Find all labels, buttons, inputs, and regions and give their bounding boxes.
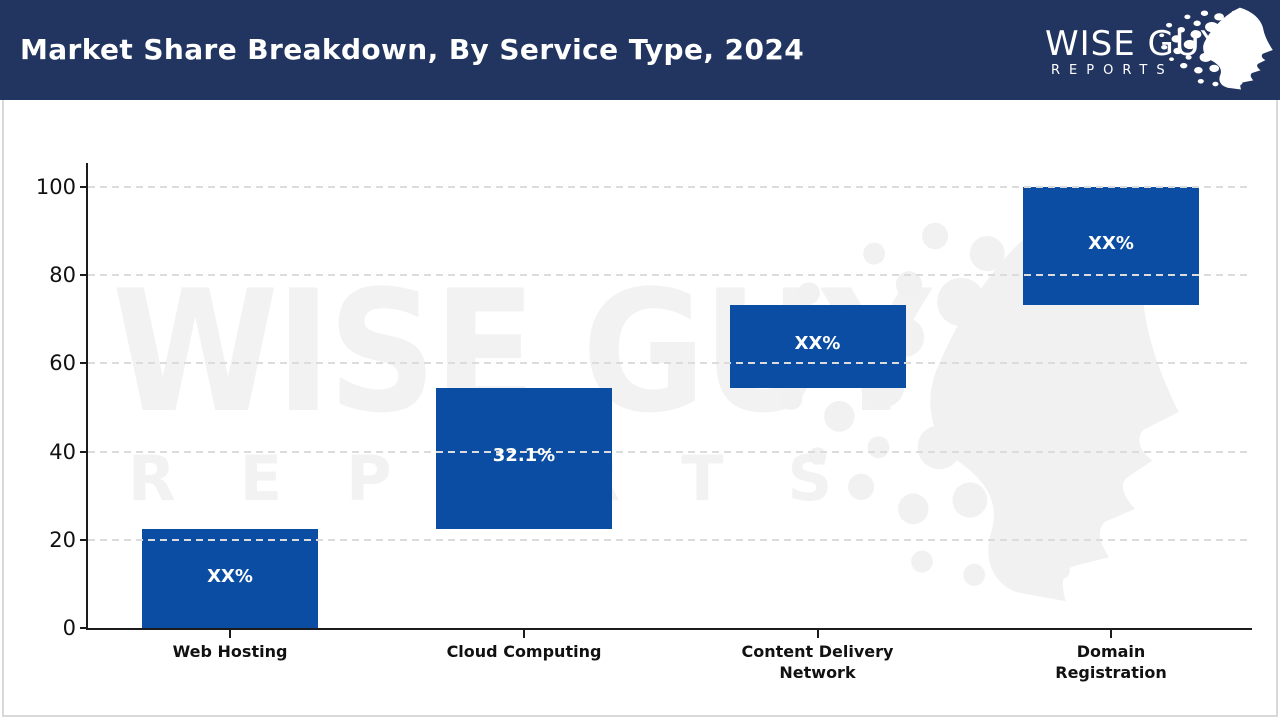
y-gridline — [88, 450, 1252, 453]
y-gridline — [88, 274, 1252, 277]
x-category-label: Content Delivery Network — [741, 642, 894, 682]
logo-subtitle: REPORTS — [1051, 63, 1174, 78]
bar-value-label: XX% — [207, 565, 253, 587]
y-tick-label: 80 — [49, 263, 76, 288]
y-tick — [80, 274, 88, 277]
y-tick-label: 20 — [49, 527, 76, 552]
y-tick — [80, 450, 88, 453]
bar-value-label: XX% — [1088, 233, 1134, 255]
y-tick — [80, 538, 88, 541]
bar-value-label: XX% — [794, 333, 841, 355]
bar-value-label: 32.1% — [492, 445, 556, 467]
y-tick-label: 100 — [35, 175, 76, 199]
y-tick — [80, 627, 88, 629]
y-tick-label: 40 — [49, 439, 76, 464]
y-tick — [80, 362, 88, 365]
y-gridline — [88, 186, 1252, 188]
x-tick — [1110, 630, 1112, 638]
x-category-label: Web Hosting — [172, 642, 288, 661]
bar-segment — [436, 387, 612, 530]
x-category-label: Domain Registration — [1055, 642, 1167, 682]
bar-segment — [142, 529, 318, 628]
x-tick — [523, 630, 525, 638]
y-tick-label: 0 — [62, 616, 76, 640]
y-tick — [80, 186, 88, 188]
x-tick — [229, 630, 231, 638]
wise-guy-head-icon — [1159, 7, 1273, 90]
y-gridline — [88, 538, 1252, 541]
x-tick — [816, 630, 819, 638]
bar-segment — [1023, 187, 1199, 306]
x-category-label: Cloud Computing — [446, 642, 602, 661]
x-axis-line — [86, 628, 1252, 630]
y-gridline — [88, 362, 1252, 365]
y-axis-line — [86, 163, 88, 630]
header-bar: Market Share Breakdown, By Service Type,… — [0, 0, 1280, 100]
chart-title: Market Share Breakdown, By Service Type,… — [20, 33, 805, 66]
y-tick-label: 60 — [49, 351, 76, 376]
bar-segment — [729, 305, 906, 388]
